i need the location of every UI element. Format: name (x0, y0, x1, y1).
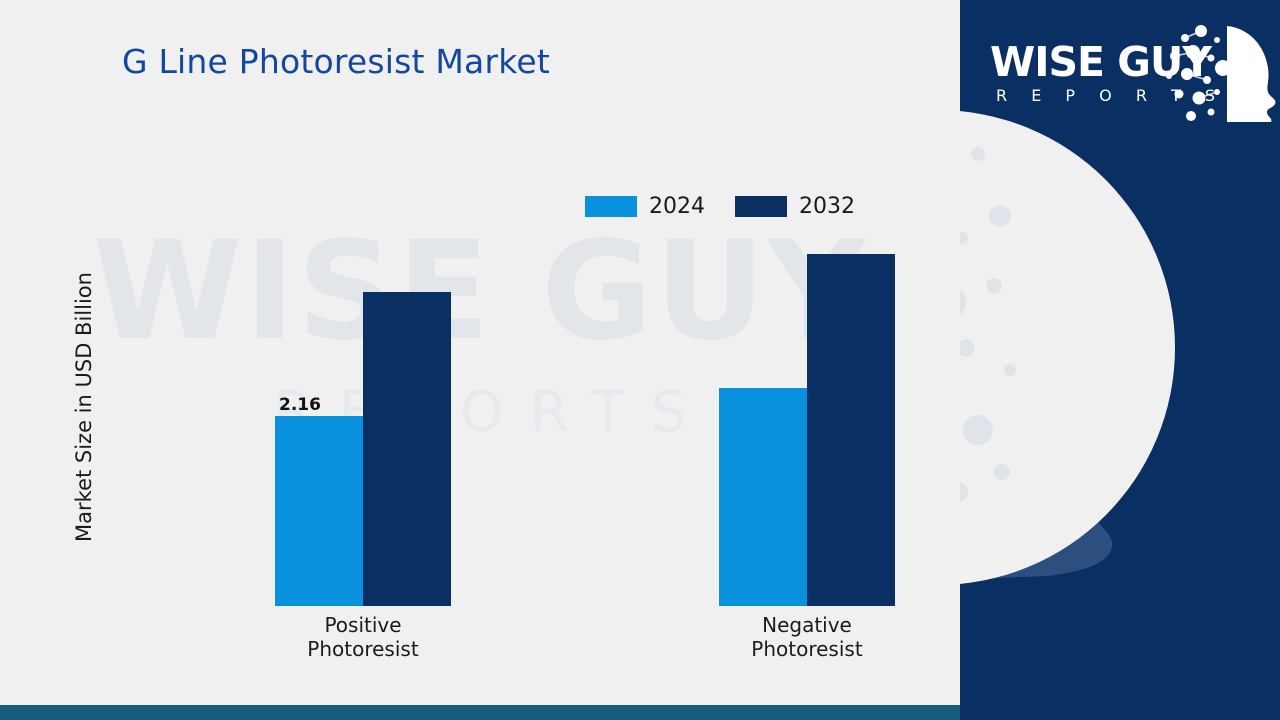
bar-2032-negative[interactable] (807, 254, 895, 606)
category-label-positive: Positive Photoresist (233, 613, 493, 661)
category-label-positive-line2: Photoresist (307, 636, 419, 661)
bar-2032-positive[interactable] (363, 292, 451, 606)
brand-logo: WISE GUY R E P O R T S (990, 24, 1280, 122)
category-label-negative-line1: Negative (762, 613, 852, 637)
legend-swatch-2024 (585, 196, 637, 217)
chart-legend: 2024 2032 (585, 194, 855, 219)
bar-value-2024-positive: 2.16 (279, 395, 321, 415)
logo-wordmark-wiseguy: WISE GUY (990, 38, 1212, 86)
legend-item-2024[interactable]: 2024 (585, 194, 705, 219)
category-label-negative-line2: Photoresist (751, 636, 863, 661)
molecule-dots-graphic (960, 147, 1016, 502)
bar-2024-positive[interactable] (275, 416, 363, 606)
logo-head-dots-icon (1166, 25, 1276, 122)
legend-swatch-2032 (735, 196, 787, 217)
brand-panel: WISE GUY R E P O R T S (960, 0, 1280, 720)
chart-area: WISE GUY REPORTS G Line Photoresist Mark… (72, 42, 937, 661)
bar-2024-negative[interactable] (719, 388, 807, 606)
category-label-negative: Negative Photoresist (677, 613, 937, 661)
legend-item-2032[interactable]: 2032 (735, 194, 855, 219)
chart-title: G Line Photoresist Market (122, 42, 551, 81)
plot-region: 2.16 Positive Photoresist Negative Photo… (233, 254, 937, 661)
footer-strip (0, 705, 960, 720)
category-label-positive-line1: Positive (324, 613, 402, 637)
legend-label-2024: 2024 (649, 194, 705, 219)
logo-wordmark-reports: R E P O R T S (996, 86, 1225, 105)
legend-label-2032: 2032 (799, 194, 855, 219)
